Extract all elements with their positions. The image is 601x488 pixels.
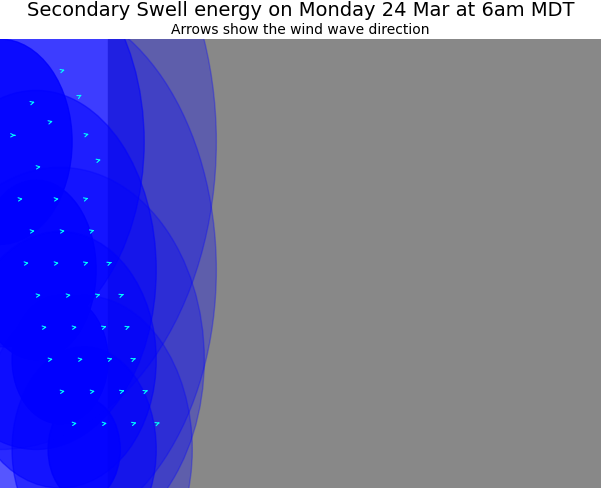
Ellipse shape bbox=[0, 296, 192, 488]
Ellipse shape bbox=[0, 1, 216, 488]
Text: Secondary Swell energy on Monday 24 Mar at 6am MDT: Secondary Swell energy on Monday 24 Mar … bbox=[27, 0, 574, 20]
Ellipse shape bbox=[0, 181, 96, 360]
Ellipse shape bbox=[0, 0, 144, 347]
Text: Arrows show the wind wave direction: Arrows show the wind wave direction bbox=[171, 23, 430, 37]
Ellipse shape bbox=[0, 232, 156, 488]
Ellipse shape bbox=[12, 296, 108, 424]
Ellipse shape bbox=[48, 398, 120, 488]
Ellipse shape bbox=[0, 40, 72, 245]
Ellipse shape bbox=[0, 0, 216, 449]
Ellipse shape bbox=[12, 347, 156, 488]
Bar bbox=[108, 40, 601, 488]
Ellipse shape bbox=[0, 91, 156, 449]
Ellipse shape bbox=[0, 168, 204, 488]
